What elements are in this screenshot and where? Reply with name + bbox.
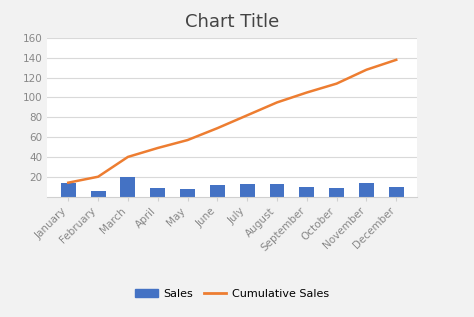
Bar	[389, 187, 404, 197]
Bar	[180, 189, 195, 197]
Legend: Sales, Cumulative Sales: Sales, Cumulative Sales	[131, 285, 334, 303]
Title: Chart Title: Chart Title	[185, 13, 279, 31]
Bar	[210, 184, 225, 197]
Bar	[91, 191, 106, 197]
Bar	[359, 183, 374, 197]
Bar	[329, 188, 344, 197]
Bar	[300, 187, 314, 197]
Bar	[240, 184, 255, 197]
Bar	[270, 184, 284, 197]
Bar	[61, 183, 76, 197]
Bar	[150, 188, 165, 197]
Bar	[120, 177, 136, 197]
